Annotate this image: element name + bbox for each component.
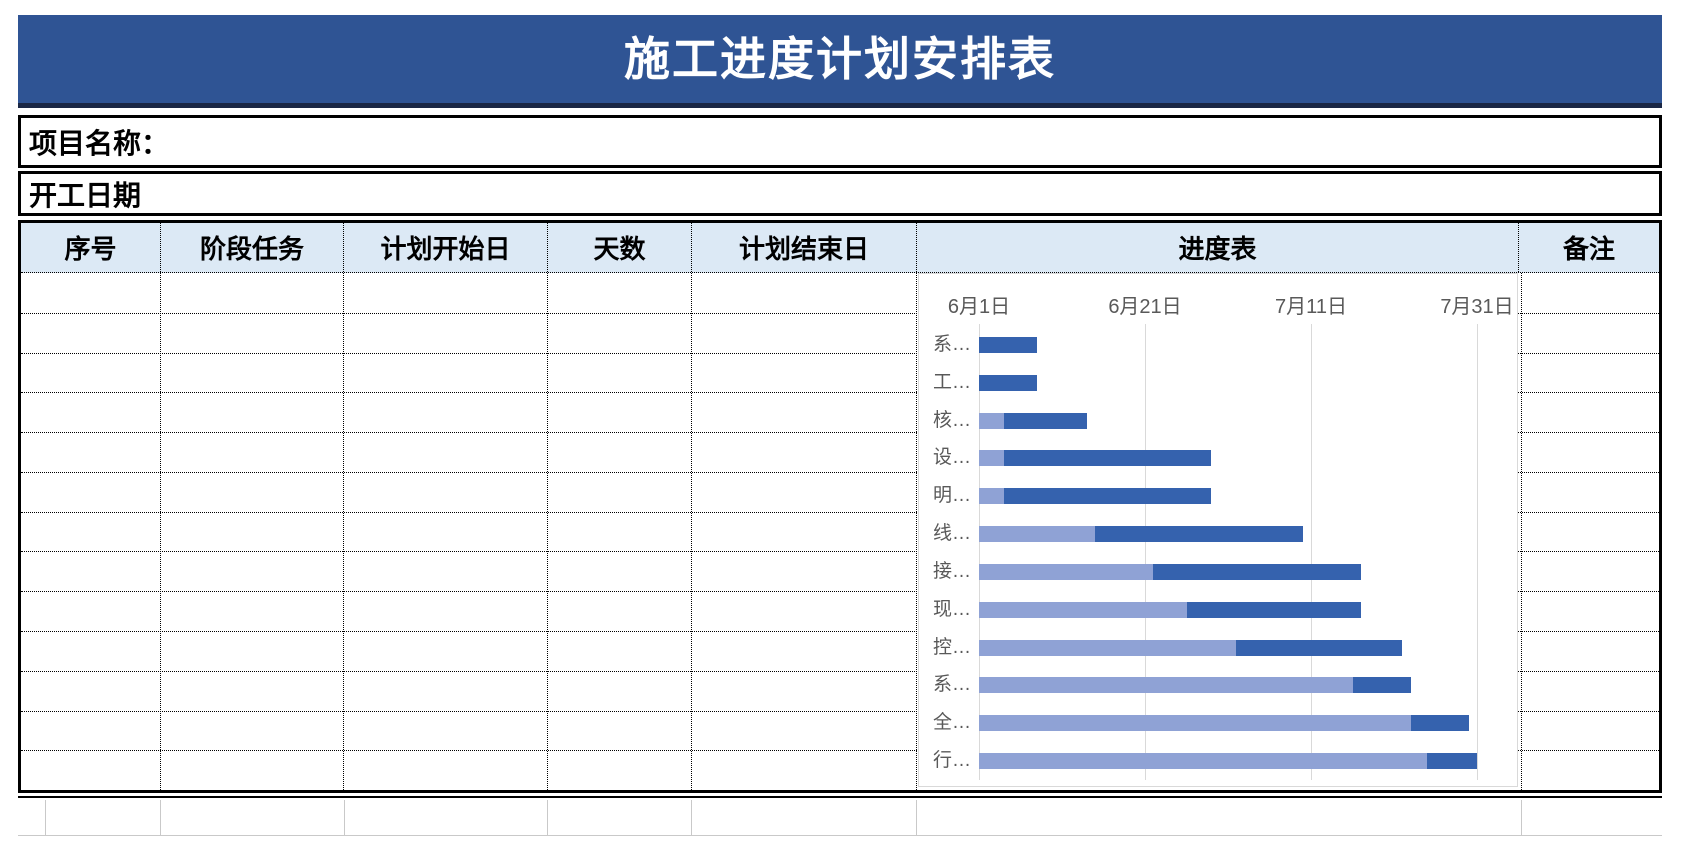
gantt-bar-duration [1003, 450, 1212, 467]
schedule-table: 序号 阶段任务 计划开始日 天数 计划结束日 进度表 备注 6月1日 6月21日 7月11日 7月… [18, 220, 1662, 793]
residue-gridline [160, 800, 161, 835]
column-divider [547, 273, 548, 790]
column-divider [343, 273, 344, 790]
project-name-cell[interactable] [169, 118, 1659, 165]
table-header-row: 序号 阶段任务 计划开始日 天数 计划结束日 进度表 备注 [21, 223, 1659, 273]
axis-tick-label: 7月11日 [1275, 296, 1347, 318]
header-cell-3: 计划开始日 [343, 223, 547, 272]
row-divider [21, 352, 1659, 354]
chart-category-label: 明… [932, 485, 971, 507]
project-name-row: 项目名称： [18, 115, 1662, 168]
project-name-label: 项目名称： [29, 127, 170, 159]
chart-category-label: 行… [932, 750, 971, 772]
gantt-bar-duration [1410, 715, 1469, 732]
chart-category-label: 核… [932, 409, 971, 431]
axis-tick-label: 7月31日 [1440, 296, 1514, 318]
row-divider [21, 551, 1659, 553]
header-cell-5: 计划结束日 [691, 223, 916, 272]
table-body-cells[interactable]: 6月1日 6月21日 7月11日 7月31日系… 工… 核… 设… 明… 线… 接… 现… 控… 系… 全… [21, 273, 1659, 790]
row-divider [21, 630, 1659, 632]
row-divider [21, 670, 1659, 672]
chart-category-label: 工… [932, 371, 971, 393]
gantt-bar-duration [1427, 753, 1477, 770]
residue-gridline [916, 800, 917, 835]
column-divider [916, 273, 917, 790]
chart-category-label: 线… [932, 523, 971, 545]
gantt-bar-offset [979, 450, 1004, 467]
row-divider [21, 511, 1659, 513]
header-cell-7: 备注 [1518, 223, 1659, 272]
chart-category-label: 系… [932, 674, 971, 696]
chart-category-label: 控… [932, 636, 971, 658]
residue-gridline [547, 800, 548, 835]
chart-category-label: 系… [932, 333, 971, 355]
row-divider [21, 710, 1659, 712]
axis-tick-label: 6月1日 [947, 296, 1011, 318]
start-date-row: 开工日期 [18, 171, 1662, 216]
table-bottom-double-border [18, 796, 1662, 798]
gantt-bar-duration [1236, 639, 1403, 656]
chart-gridline [1477, 324, 1478, 780]
chart-category-label: 接… [932, 560, 971, 582]
gantt-bar-offset [979, 677, 1353, 694]
gantt-bar-duration [1186, 601, 1361, 618]
chart-gridline [1145, 324, 1146, 780]
header-cell-4: 天数 [547, 223, 691, 272]
gantt-bar-duration [1003, 412, 1087, 429]
axis-tick-label: 6月21日 [1108, 296, 1182, 318]
residue-gridline [45, 800, 46, 835]
header-cell-6: 进度表 [916, 223, 1518, 272]
residue-gridline [691, 800, 692, 835]
row-divider [21, 312, 1659, 314]
header-cell-2: 阶段任务 [160, 223, 343, 272]
row-divider [21, 591, 1659, 593]
gantt-bar-duration [1003, 488, 1212, 505]
chart-category-label: 现… [932, 598, 971, 620]
chart-category-label: 设… [932, 447, 971, 469]
gantt-bar-duration [979, 374, 1038, 391]
residue-gridline [1521, 800, 1522, 835]
column-divider [1521, 273, 1522, 790]
gantt-bar-duration [1153, 563, 1361, 580]
gantt-bar-offset [979, 563, 1154, 580]
gantt-bar-offset [979, 526, 1096, 543]
gantt-bar-offset [979, 753, 1428, 770]
chart-gridline [1311, 324, 1312, 780]
gantt-bar-duration [1352, 677, 1411, 694]
row-divider [21, 750, 1659, 752]
page-title: 施工进度计划安排表 [18, 15, 1662, 108]
gantt-bar-offset [979, 488, 1004, 505]
chart-category-label: 全… [932, 712, 971, 734]
row-divider [21, 471, 1659, 473]
gantt-bar-duration [1095, 526, 1303, 543]
residue-gridline [344, 800, 345, 835]
gantt-bar-offset [979, 715, 1411, 732]
start-date-label: 开工日期 [29, 179, 142, 211]
header-cell-1: 序号 [64, 234, 117, 264]
gantt-bar-offset [979, 639, 1237, 656]
gantt-bar-duration [979, 336, 1038, 353]
chart-gridline [979, 324, 980, 780]
gantt-bar-offset [979, 412, 1004, 429]
start-date-cell[interactable] [141, 174, 1659, 213]
column-divider [160, 273, 161, 790]
row-divider [21, 432, 1659, 434]
sheet-gridline-residue [18, 800, 1662, 836]
gantt-bar-offset [979, 601, 1187, 618]
gantt-chart[interactable]: 6月1日 6月21日 7月11日 7月31日系… 工… 核… 设… 明… 线… 接… 现… 控… 系… 全… [918, 273, 1518, 787]
column-divider [691, 273, 692, 790]
row-divider [21, 392, 1659, 394]
